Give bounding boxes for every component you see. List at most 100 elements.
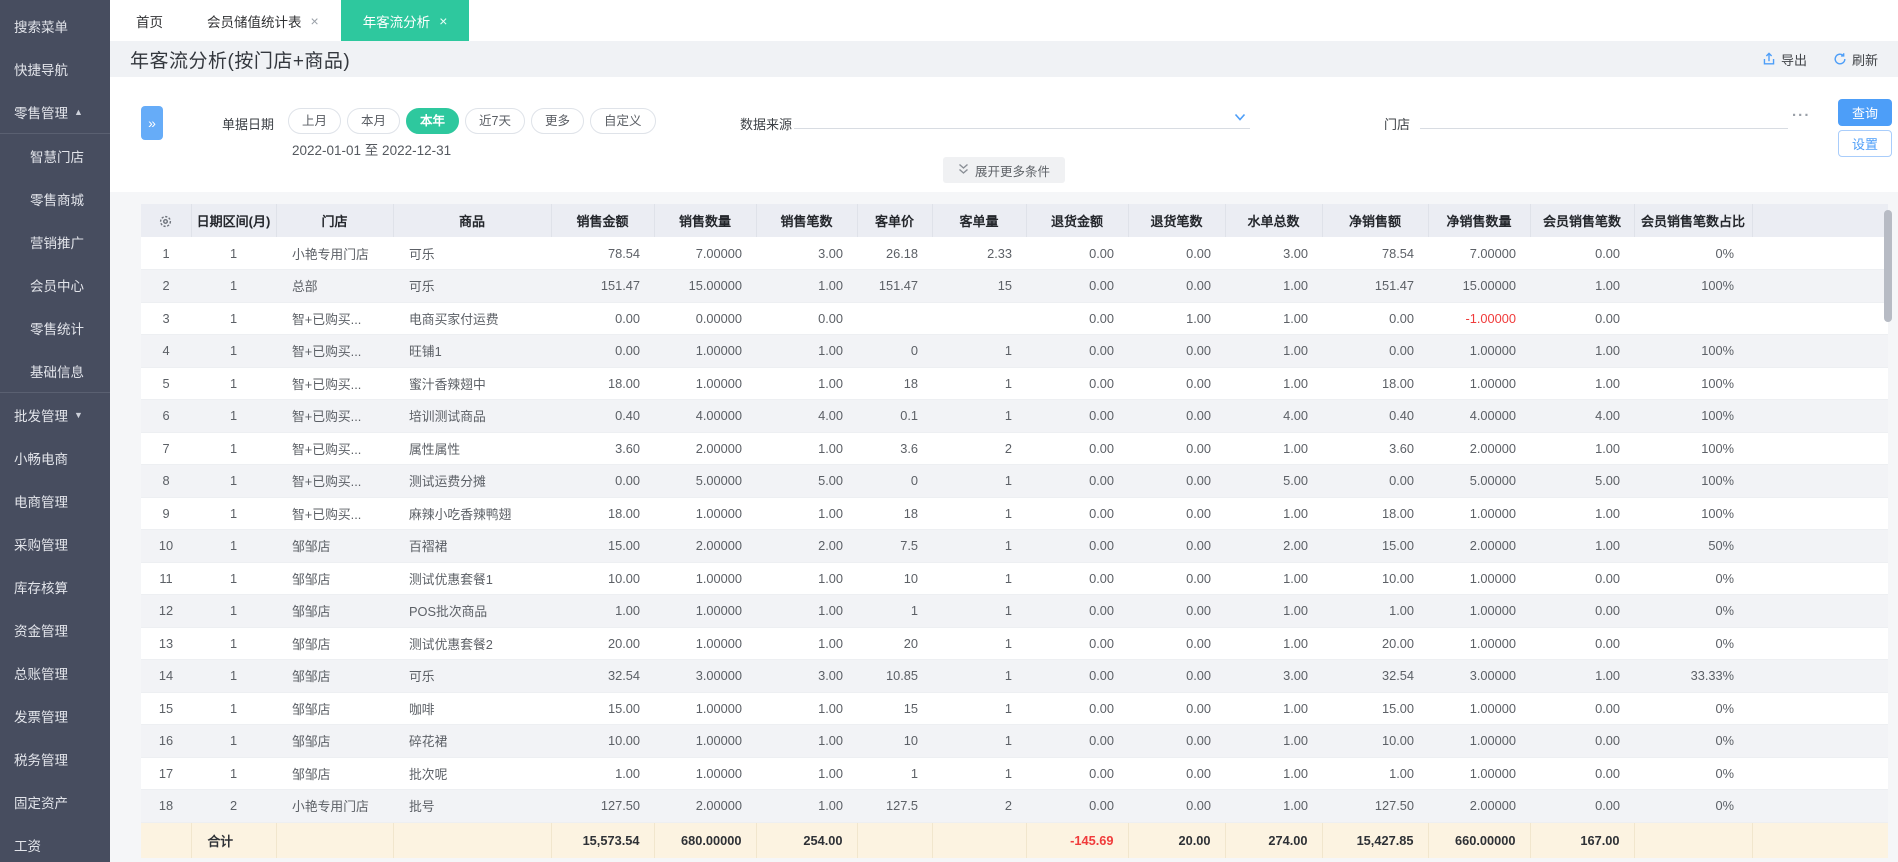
cell-refund-count: 0.00 [1128, 464, 1225, 498]
table-row[interactable]: 5 1 智+已购买... 蜜汁香辣翅中 18.00 1.00000 1.00 18 1 0.00 0… [141, 367, 1888, 400]
table-row[interactable]: 16 1 邹邹店 碎花裙 10.00 1.00000 1.00 10 1 0.00 0.00 1.00… [141, 724, 1888, 758]
sidebar-item-quick-nav[interactable]: 快捷导航 [0, 47, 110, 90]
expand-more-button[interactable]: 展开更多条件 [942, 157, 1066, 183]
date-pill-this-year[interactable]: 本年 [406, 108, 460, 134]
table-row[interactable]: 15 1 邹邹店 咖啡 15.00 1.00000 1.00 15 1 0.00 0.00 1.00 1… [141, 692, 1888, 725]
column-header-per-customer-price[interactable]: 客单价 [857, 204, 933, 237]
date-pill-last-7-days[interactable]: 近7天 [465, 108, 525, 134]
table-row[interactable]: 4 1 智+已购买... 旺铺1 0.00 1.00000 1.00 0 1 0.00 0.00 1.… [141, 334, 1888, 368]
sidebar-item-wholesale-management[interactable]: 批发管理 ▼ [0, 393, 110, 436]
cell-sales-count: 1.00 [756, 724, 857, 758]
table-row[interactable]: 11 1 邹邹店 测试优惠套餐1 10.00 1.00000 1.00 10 1 0.00 0.00… [141, 562, 1888, 595]
cell-net-sales-qty: 2.00000 [1428, 529, 1530, 563]
cell-date-interval-month: 1 [191, 334, 276, 368]
table-row[interactable]: 6 1 智+已购买... 培训测试商品 0.40 4.00000 4.00 0.1 1 0.00 0… [141, 399, 1888, 433]
scrollbar-thumb[interactable] [1884, 210, 1892, 322]
sidebar-item-ecommerce-management[interactable]: 电商管理 [0, 479, 110, 522]
sidebar-item-fixed-assets[interactable]: 固定资产 [0, 780, 110, 823]
column-header-sales-count[interactable]: 销售笔数 [756, 204, 858, 237]
export-button[interactable]: 导出 [1762, 50, 1807, 69]
table-row[interactable]: 18 2 小艳专用门店 批号 127.50 2.00000 1.00 127.5 2 0.00 0.… [141, 789, 1888, 823]
column-header-member-sales-count[interactable]: 会员销售笔数 [1530, 204, 1635, 237]
table-row[interactable]: 2 1 总部 可乐 151.47 15.00000 1.00 151.47 15 0.00 0.00… [141, 269, 1888, 303]
sidebar-item-label: 发票管理 [14, 709, 68, 725]
column-header-net-sales-qty[interactable]: 净销售数量 [1428, 204, 1531, 237]
cell-product: 可乐 [393, 237, 551, 270]
column-header-refund-count[interactable]: 退货笔数 [1128, 204, 1226, 237]
sidebar-item-label: 零售统计 [30, 321, 84, 337]
tab-member-stored-value-report[interactable]: 会员储值统计表 × [185, 0, 341, 41]
data-source-select[interactable] [794, 101, 1250, 129]
cell-sales-qty: 0.00000 [654, 302, 756, 335]
sidebar-item-marketing-promo[interactable]: 营销推广 [0, 220, 110, 263]
sidebar-item-retail-stats[interactable]: 零售统计 [0, 306, 110, 349]
total-row: 合计 15,573.54 680.00000 254.00 -145.69 20.00 27… [141, 822, 1888, 858]
table-row[interactable]: 12 1 邹邹店 POS批次商品 1.00 1.00000 1.00 1 1 0.00 0.00 1.… [141, 594, 1888, 628]
cell-refund-amount: 0.00 [1026, 334, 1128, 368]
cell-receipt-total: 1.00 [1225, 562, 1322, 595]
table-row[interactable]: 9 1 智+已购买... 麻辣小吃香辣鸭翅 18.00 1.00000 1.00 18 1 0.0… [141, 497, 1888, 530]
table-row[interactable]: 13 1 邹邹店 测试优惠套餐2 20.00 1.00000 1.00 20 1 0.00 0.00… [141, 627, 1888, 660]
date-range-value[interactable]: 2022-01-01 至 2022-12-31 [292, 143, 452, 158]
cell-net-sales-qty: 1.00000 [1428, 367, 1530, 400]
column-header-sales-qty[interactable]: 销售数量 [654, 204, 757, 237]
tab-annual-customer-flow[interactable]: 年客流分析 × [340, 0, 470, 41]
date-pill-custom[interactable]: 自定义 [590, 108, 656, 134]
sidebar-item-basic-info[interactable]: 基础信息 [0, 349, 110, 392]
sidebar-item-invoice-management[interactable]: 发票管理 [0, 694, 110, 737]
tab-home[interactable]: 首页 [114, 0, 185, 41]
sidebar-item-search-menu[interactable]: 搜索菜单 [0, 4, 110, 47]
total-net-sales-amount: 15,427.85 [1322, 822, 1429, 858]
date-pill-last-month[interactable]: 上月 [288, 108, 342, 134]
store-more-button[interactable]: ... [1792, 103, 1811, 120]
table-row[interactable]: 1 1 小艳专用门店 可乐 78.54 7.00000 3.00 26.18 2.33 0.00 0… [141, 237, 1888, 270]
cell-store: 邹邹店 [276, 562, 393, 595]
column-header-sales-amount[interactable]: 销售金额 [551, 204, 655, 237]
table-row[interactable]: 7 1 智+已购买... 属性属性 3.60 2.00000 1.00 3.6 2 0.00 0.0… [141, 432, 1888, 465]
table-row[interactable]: 10 1 邹邹店 百褶裙 15.00 2.00000 2.00 7.5 1 0.00 0.00 2.0… [141, 529, 1888, 563]
column-header-receipt-total[interactable]: 水单总数 [1225, 204, 1323, 237]
cell-refund-amount: 0.00 [1026, 627, 1128, 660]
sidebar-item-xiaochang-ecommerce[interactable]: 小畅电商 [0, 436, 110, 479]
column-header-refund-amount[interactable]: 退货金额 [1026, 204, 1129, 237]
date-pill-this-month[interactable]: 本月 [347, 108, 401, 134]
cell-per-customer-price: 20 [857, 627, 932, 660]
cell-per-customer-qty: 1 [932, 464, 1026, 498]
column-header-date-interval-month[interactable]: 日期区间(月) [191, 204, 277, 237]
table-row[interactable]: 3 1 智+已购买... 电商买家付运费 0.00 0.00000 0.00 0.00 1.00… [141, 302, 1888, 335]
column-header-per-customer-qty[interactable]: 客单量 [932, 204, 1027, 237]
table-row[interactable]: 8 1 智+已购买... 测试运费分摊 0.00 5.00000 5.00 0 1 0.00 0.0… [141, 464, 1888, 498]
table-row[interactable]: 17 1 邹邹店 批次呢 1.00 1.00000 1.00 1 1 0.00 0.00 1.00 1.… [141, 757, 1888, 790]
store-input[interactable] [1420, 101, 1788, 129]
column-settings-gear[interactable] [141, 204, 192, 237]
column-header-net-sales-amount[interactable]: 净销售额 [1322, 204, 1429, 237]
date-pill-more[interactable]: 更多 [531, 108, 585, 134]
cell-refund-count: 0.00 [1128, 432, 1225, 465]
sidebar-item-retail-mall[interactable]: 零售商城 [0, 177, 110, 220]
sidebar-item-retail-management[interactable]: 零售管理 ▲ [0, 90, 110, 133]
sidebar-item-member-center[interactable]: 会员中心 [0, 263, 110, 306]
refresh-button[interactable]: 刷新 [1833, 50, 1878, 69]
sidebar-item-label: 税务管理 [14, 752, 68, 768]
expand-panel-button[interactable]: » [141, 106, 163, 140]
sidebar-item-purchase-management[interactable]: 采购管理 [0, 522, 110, 565]
column-header-store[interactable]: 门店 [276, 204, 394, 237]
table-row[interactable]: 14 1 邹邹店 可乐 32.54 3.00000 3.00 10.85 1 0.00 0.00 3.… [141, 659, 1888, 693]
close-icon[interactable]: × [310, 12, 319, 29]
close-icon[interactable]: × [439, 12, 448, 29]
sidebar-item-general-ledger[interactable]: 总账管理 [0, 651, 110, 694]
cell-product: 可乐 [393, 269, 551, 303]
sidebar-item-inventory-accounting[interactable]: 库存核算 [0, 565, 110, 608]
sidebar-item-smart-store[interactable]: 智慧门店 [0, 134, 110, 177]
settings-button[interactable]: 设置 [1838, 130, 1892, 157]
sidebar-item-funds-management[interactable]: 资金管理 [0, 608, 110, 651]
cell-date-interval-month: 1 [191, 562, 276, 595]
sidebar-item-payroll[interactable]: 工资 [0, 823, 110, 862]
cell-member-sales-ratio: 100% [1634, 367, 1752, 400]
title-actions: 导出 刷新 [1762, 50, 1878, 69]
query-button[interactable]: 查询 [1838, 99, 1892, 126]
sidebar-item-label: 基础信息 [30, 364, 84, 380]
column-header-product[interactable]: 商品 [393, 204, 552, 237]
column-header-member-sales-ratio[interactable]: 会员销售笔数占比 [1634, 204, 1753, 237]
sidebar-item-tax-management[interactable]: 税务管理 [0, 737, 110, 780]
